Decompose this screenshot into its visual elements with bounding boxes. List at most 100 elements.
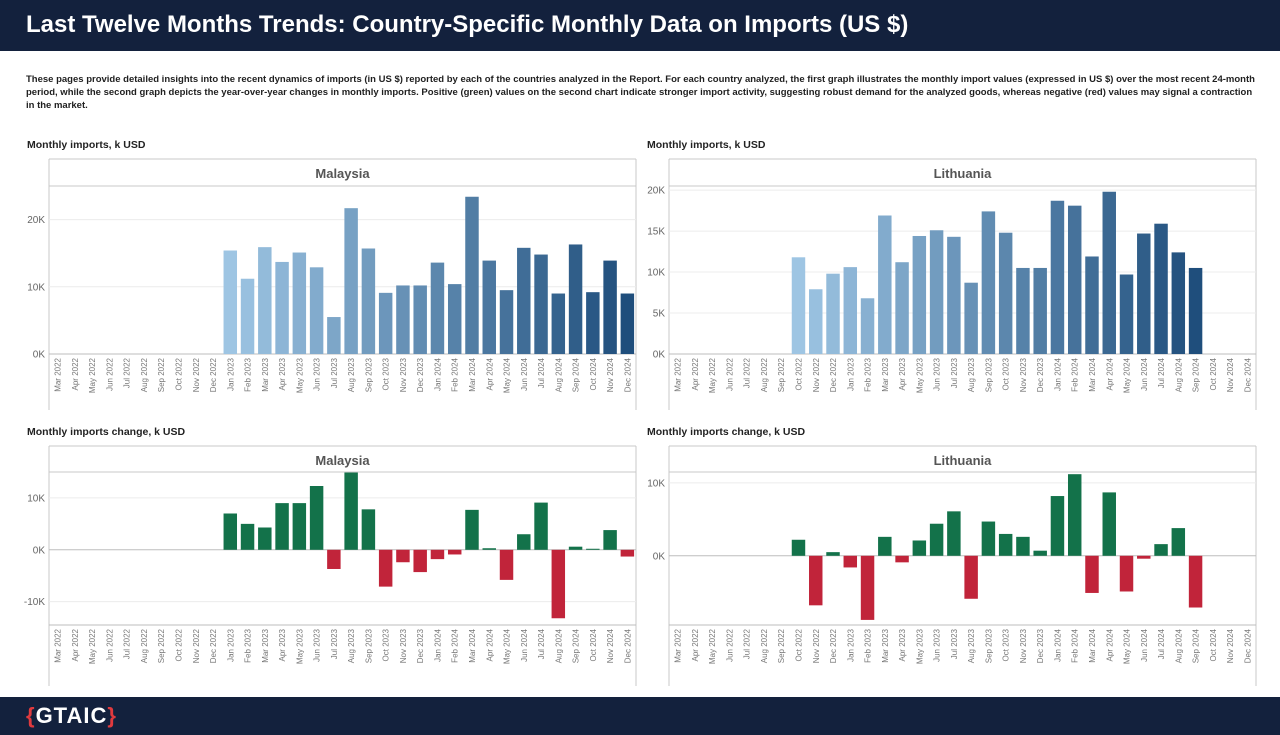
bar bbox=[396, 285, 410, 354]
bar bbox=[912, 235, 927, 354]
bar bbox=[1119, 274, 1134, 354]
x-tick-label: Jan 2023 bbox=[226, 628, 235, 661]
bar bbox=[223, 250, 238, 354]
x-tick-label: Oct 2024 bbox=[589, 357, 598, 390]
x-tick-label: Apr 2023 bbox=[898, 357, 907, 390]
bar bbox=[1016, 267, 1030, 354]
page-title: Last Twelve Months Trends: Country-Speci… bbox=[26, 11, 909, 38]
bar bbox=[240, 278, 255, 354]
x-tick-label: Oct 2022 bbox=[794, 357, 803, 390]
bar bbox=[447, 284, 462, 354]
bar bbox=[1102, 191, 1116, 354]
bar bbox=[292, 503, 307, 550]
y-tick-label: 0K bbox=[653, 551, 666, 562]
x-tick-label: Jul 2023 bbox=[950, 357, 959, 388]
bar bbox=[551, 293, 566, 354]
bar bbox=[603, 260, 617, 354]
bar bbox=[309, 267, 324, 354]
x-tick-label: Jul 2022 bbox=[123, 628, 132, 659]
bar bbox=[482, 548, 496, 550]
bar bbox=[603, 530, 617, 550]
lithuania-change-label: Monthly imports change, k USD bbox=[647, 426, 806, 438]
bar bbox=[895, 262, 909, 354]
x-tick-label: Feb 2023 bbox=[864, 357, 873, 391]
x-tick-label: Jul 2024 bbox=[537, 628, 546, 659]
x-tick-label: Mar 2024 bbox=[468, 357, 477, 391]
x-tick-label: Mar 2022 bbox=[674, 628, 683, 662]
x-tick-label: Apr 2023 bbox=[898, 628, 907, 661]
bar bbox=[465, 509, 479, 550]
bar bbox=[1033, 550, 1047, 556]
x-tick-label: Dec 2024 bbox=[623, 357, 632, 392]
bar bbox=[895, 555, 909, 563]
x-tick-label: Sep 2023 bbox=[364, 628, 373, 663]
x-tick-label: Aug 2023 bbox=[347, 628, 356, 663]
x-tick-label: Dec 2024 bbox=[1243, 628, 1252, 663]
bar bbox=[1137, 233, 1151, 354]
x-tick-label: Oct 2023 bbox=[382, 628, 391, 661]
bar bbox=[551, 549, 566, 619]
x-tick-label: Dec 2024 bbox=[1243, 357, 1252, 392]
x-tick-label: Nov 2023 bbox=[399, 628, 408, 663]
x-tick-label: May 2023 bbox=[915, 628, 924, 664]
x-tick-label: May 2024 bbox=[1123, 357, 1132, 393]
lithuania-imports-chart: Lithuania 0K 5K 10K 15K 20K Mar 2022 Apr 2022 Ma… bbox=[640, 158, 1280, 414]
x-tick-label: Aug 2022 bbox=[760, 628, 769, 663]
bar bbox=[947, 236, 961, 354]
x-tick-label: Dec 2022 bbox=[209, 628, 218, 663]
bar bbox=[809, 289, 823, 354]
bar bbox=[878, 536, 892, 556]
x-tick-label: Oct 2022 bbox=[794, 628, 803, 661]
bar bbox=[826, 273, 840, 354]
intro-paragraph: These pages provide detailed insights in… bbox=[26, 74, 1255, 111]
x-tick-label: May 2022 bbox=[88, 628, 97, 664]
bar bbox=[878, 215, 892, 354]
y-tick-label: 0K bbox=[653, 350, 666, 361]
x-tick-label: Jul 2023 bbox=[330, 628, 339, 659]
bar bbox=[912, 540, 927, 556]
x-tick-label: Apr 2023 bbox=[278, 628, 287, 661]
x-tick-label: Jan 2024 bbox=[1053, 357, 1062, 390]
logo-text: GTAIC bbox=[35, 703, 108, 728]
bar bbox=[223, 513, 238, 550]
bar bbox=[327, 317, 341, 354]
x-tick-label: May 2022 bbox=[88, 357, 97, 393]
x-tick-label: Sep 2024 bbox=[1192, 357, 1201, 392]
x-tick-label: Oct 2023 bbox=[382, 357, 391, 390]
bar bbox=[258, 247, 272, 354]
x-tick-label: Nov 2022 bbox=[812, 628, 821, 663]
x-tick-label: Jul 2022 bbox=[743, 628, 752, 659]
x-tick-label: Mar 2024 bbox=[1088, 357, 1097, 391]
bar bbox=[275, 261, 289, 354]
bar bbox=[1050, 200, 1065, 354]
bar bbox=[413, 285, 427, 354]
x-tick-label: Feb 2024 bbox=[451, 628, 460, 662]
bar bbox=[1188, 555, 1203, 608]
x-tick-label: Aug 2022 bbox=[140, 628, 149, 663]
bar bbox=[843, 267, 858, 354]
x-tick-label: Oct 2022 bbox=[174, 628, 183, 661]
y-tick-label: 20K bbox=[27, 215, 45, 226]
bar bbox=[465, 196, 479, 354]
bar bbox=[981, 521, 996, 556]
x-tick-label: Jan 2023 bbox=[226, 357, 235, 390]
bar bbox=[378, 292, 393, 354]
x-tick-label: Nov 2024 bbox=[606, 628, 615, 663]
bar bbox=[1154, 223, 1168, 354]
x-tick-label: Mar 2022 bbox=[54, 357, 63, 391]
bar bbox=[929, 523, 944, 556]
x-tick-label: Mar 2024 bbox=[1088, 628, 1097, 662]
x-tick-label: Apr 2023 bbox=[278, 357, 287, 390]
x-tick-label: Mar 2024 bbox=[468, 628, 477, 662]
x-tick-label: Sep 2024 bbox=[572, 628, 581, 663]
x-tick-label: Jun 2022 bbox=[725, 357, 734, 390]
x-tick-label: Nov 2022 bbox=[192, 357, 201, 392]
x-tick-label: Jun 2023 bbox=[933, 628, 942, 661]
x-tick-label: Mar 2023 bbox=[881, 357, 890, 391]
x-tick-label: Apr 2024 bbox=[1105, 357, 1114, 390]
x-tick-label: Dec 2023 bbox=[1036, 628, 1045, 663]
x-tick-label: Sep 2024 bbox=[1192, 628, 1201, 663]
x-tick-label: Jun 2023 bbox=[313, 628, 322, 661]
x-tick-label: Aug 2024 bbox=[1174, 357, 1183, 392]
bar bbox=[1085, 555, 1099, 593]
